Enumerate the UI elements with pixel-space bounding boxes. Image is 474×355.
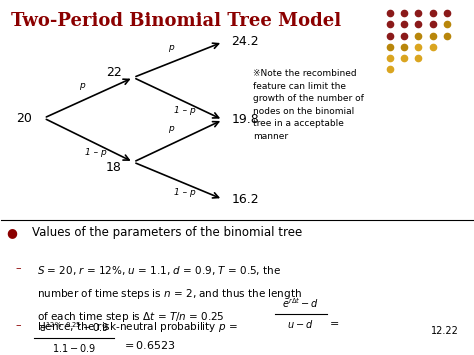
Text: $1.1-0.9$: $1.1-0.9$	[52, 342, 97, 354]
Text: 1 – p: 1 – p	[174, 106, 196, 115]
Text: 24.2: 24.2	[231, 36, 259, 49]
Text: ●: ●	[6, 226, 17, 239]
Text: number of time steps is $n$ = 2, and thus the length: number of time steps is $n$ = 2, and thu…	[36, 286, 301, 301]
Text: –: –	[16, 263, 21, 274]
Text: 19.8: 19.8	[231, 113, 259, 126]
Text: Two-Period Binomial Tree Model: Two-Period Binomial Tree Model	[11, 12, 341, 29]
Text: $S$ = 20, $r$ = 12%, $u$ = 1.1, $d$ = 0.9, $T$ = 0.5, the: $S$ = 20, $r$ = 12%, $u$ = 1.1, $d$ = 0.…	[36, 263, 281, 277]
Text: 22: 22	[106, 66, 121, 79]
Text: 1 – p: 1 – p	[174, 188, 196, 197]
Text: =: =	[330, 319, 340, 329]
Text: p: p	[79, 81, 84, 91]
Text: 16.2: 16.2	[231, 193, 259, 206]
Text: p: p	[168, 43, 174, 52]
Text: $u-d$: $u-d$	[287, 318, 314, 331]
Text: $e^{12\%\cdot0.25}-0.9$: $e^{12\%\cdot0.25}-0.9$	[39, 320, 109, 334]
Text: $= 0.6523$: $= 0.6523$	[121, 339, 175, 351]
Text: –: –	[16, 320, 21, 330]
Text: 12.22: 12.22	[430, 326, 458, 336]
Text: ※Note the recombined
feature can limit the
growth of the number of
nodes on the : ※Note the recombined feature can limit t…	[254, 69, 365, 141]
Text: Values of the parameters of the binomial tree: Values of the parameters of the binomial…	[32, 226, 302, 239]
Text: $e^{r\Delta t}-d$: $e^{r\Delta t}-d$	[282, 296, 319, 310]
Text: Hence, the risk-neutral probability $p$ =: Hence, the risk-neutral probability $p$ …	[36, 320, 237, 334]
Text: 1 – p: 1 – p	[85, 148, 107, 157]
Text: 20: 20	[16, 111, 32, 125]
Text: of each time step is $\Delta t$ = $T/n$ = 0.25: of each time step is $\Delta t$ = $T/n$ …	[36, 310, 224, 324]
Text: 18: 18	[106, 161, 121, 174]
Text: p: p	[168, 125, 174, 133]
